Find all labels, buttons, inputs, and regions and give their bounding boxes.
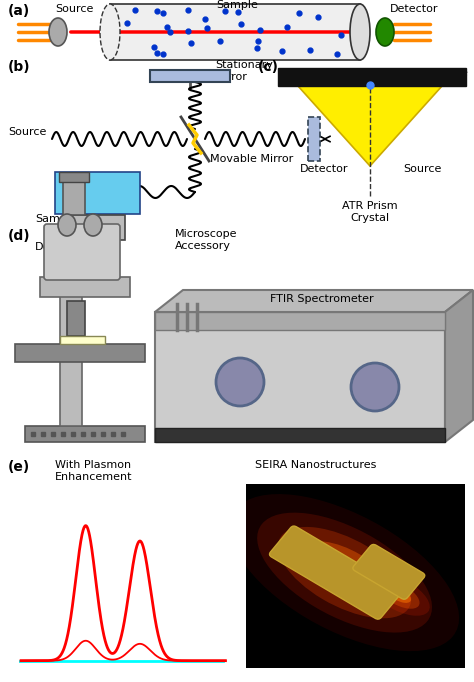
Ellipse shape	[58, 214, 76, 236]
Ellipse shape	[84, 214, 102, 236]
Polygon shape	[155, 290, 473, 312]
FancyBboxPatch shape	[353, 544, 425, 599]
Ellipse shape	[49, 18, 67, 46]
Text: (c): (c)	[258, 60, 279, 74]
Text: Sample: Sample	[216, 0, 258, 10]
FancyBboxPatch shape	[270, 526, 402, 619]
Text: (d): (d)	[8, 229, 31, 243]
Ellipse shape	[376, 18, 394, 46]
Text: Stationary
Mirror: Stationary Mirror	[215, 60, 273, 82]
Text: Microscope
Accessory: Microscope Accessory	[175, 229, 237, 250]
Polygon shape	[445, 290, 473, 442]
FancyBboxPatch shape	[44, 224, 120, 280]
Bar	[25, 426, 145, 442]
Text: SEIRA Nanostructures: SEIRA Nanostructures	[255, 460, 376, 470]
Bar	[55, 172, 140, 214]
Text: (b): (b)	[8, 60, 31, 74]
Text: With Plasmon
Enhancement: With Plasmon Enhancement	[55, 460, 133, 481]
Bar	[155, 428, 445, 442]
Ellipse shape	[278, 527, 411, 619]
Bar	[60, 336, 105, 344]
Ellipse shape	[379, 580, 419, 609]
Bar	[278, 68, 466, 86]
Ellipse shape	[350, 4, 370, 60]
Bar	[59, 172, 89, 182]
Text: Detector: Detector	[35, 242, 83, 252]
Text: Detector: Detector	[300, 164, 348, 174]
Ellipse shape	[230, 494, 459, 651]
Text: Sample: Sample	[426, 68, 468, 78]
Text: (e): (e)	[8, 460, 30, 474]
Bar	[40, 277, 130, 297]
Text: FTIR Spectrometer: FTIR Spectrometer	[270, 294, 374, 304]
Bar	[63, 180, 85, 215]
Ellipse shape	[299, 542, 391, 604]
Bar	[70, 215, 125, 240]
Polygon shape	[298, 86, 442, 166]
Text: Movable Mirror: Movable Mirror	[210, 154, 293, 164]
Text: Source: Source	[8, 127, 46, 137]
Ellipse shape	[257, 513, 432, 633]
Ellipse shape	[316, 552, 374, 593]
Text: Sample: Sample	[35, 214, 77, 224]
Ellipse shape	[368, 574, 430, 616]
Bar	[67, 301, 85, 336]
Bar	[60, 251, 82, 426]
Bar	[150, 70, 230, 82]
Bar	[15, 344, 145, 362]
Ellipse shape	[351, 363, 399, 411]
Ellipse shape	[216, 358, 264, 406]
Text: (a): (a)	[8, 4, 30, 18]
Bar	[110, 4, 360, 60]
Text: Source: Source	[55, 4, 93, 14]
Text: ATR Prism
Crystal: ATR Prism Crystal	[342, 201, 398, 222]
Text: Detector: Detector	[390, 4, 438, 14]
Bar	[155, 312, 445, 330]
Bar	[308, 117, 320, 161]
Ellipse shape	[387, 587, 411, 603]
Ellipse shape	[100, 4, 120, 60]
Text: Source: Source	[404, 164, 442, 174]
Bar	[155, 312, 445, 442]
